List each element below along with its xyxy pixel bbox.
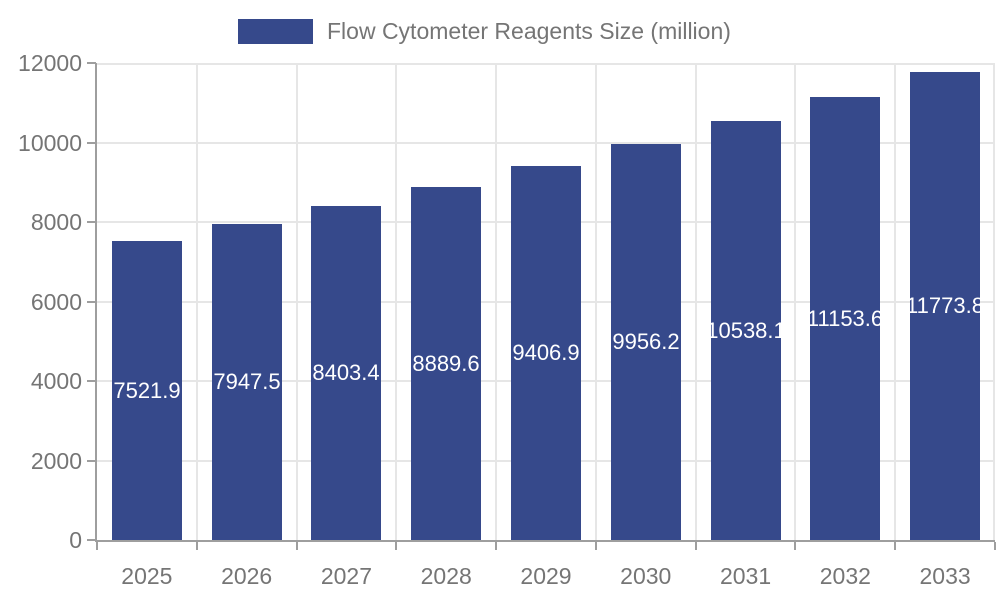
bar: 11153.6 xyxy=(810,97,880,540)
v-gridline xyxy=(296,63,298,540)
bar-value-label: 9406.9 xyxy=(512,340,580,365)
y-tick xyxy=(87,62,96,64)
v-gridline xyxy=(695,63,697,540)
legend-swatch xyxy=(238,19,313,44)
chart-legend: Flow Cytometer Reagents Size (million) xyxy=(238,18,731,45)
y-tick xyxy=(87,301,96,303)
bar-value-label: 11773.8 xyxy=(910,293,980,318)
bar: 9956.2 xyxy=(611,144,681,540)
x-tick xyxy=(794,542,796,550)
bar-value-label: 11153.6 xyxy=(810,305,880,331)
bar-value-label: 10538.1 xyxy=(711,317,781,343)
bar: 10538.1 xyxy=(711,121,781,540)
y-tick-label: 10000 xyxy=(18,130,82,156)
v-gridline xyxy=(196,63,198,540)
bar: 8889.6 xyxy=(411,187,481,540)
v-gridline xyxy=(395,63,397,540)
x-tick-label: 2030 xyxy=(620,563,672,589)
y-tick-label: 6000 xyxy=(30,289,82,315)
x-tick-label: 2032 xyxy=(819,563,871,589)
x-tick-label: 2031 xyxy=(719,563,772,589)
x-tick xyxy=(96,542,98,550)
x-tick xyxy=(495,542,497,550)
y-tick xyxy=(87,460,96,462)
plot-area: 7521.9 7947.5 8403.4 8889.6 9406.9 9956.2 1053… xyxy=(95,63,995,542)
h-gridline xyxy=(97,142,995,144)
x-tick-label: 2029 xyxy=(520,563,572,589)
y-tick xyxy=(87,380,96,382)
x-tick xyxy=(196,542,198,550)
legend-label: Flow Cytometer Reagents Size (million) xyxy=(327,18,731,44)
bar-value-label: 7521.9 xyxy=(113,377,181,403)
x-tick xyxy=(395,542,397,550)
bar-value-label: 8403.4 xyxy=(312,360,380,385)
x-tick xyxy=(695,542,697,550)
y-tick xyxy=(87,142,96,144)
bar: 9406.9 xyxy=(511,166,581,540)
v-gridline xyxy=(595,63,597,540)
bar-value-label: 8889.6 xyxy=(412,350,480,376)
x-tick xyxy=(296,542,298,550)
v-gridline xyxy=(894,63,896,540)
x-tick-label: 2027 xyxy=(320,563,373,589)
y-tick xyxy=(87,221,96,223)
y-tick-label: 0 xyxy=(69,527,82,553)
v-gridline xyxy=(794,63,796,540)
v-gridline xyxy=(495,63,497,540)
y-tick-label: 4000 xyxy=(30,368,82,394)
bar-value-label: 7947.5 xyxy=(213,369,281,394)
v-gridline xyxy=(993,63,995,540)
x-tick-label: 2028 xyxy=(420,563,472,589)
x-tick xyxy=(595,542,597,550)
x-tick-label: 2025 xyxy=(121,563,173,589)
y-tick-label: 8000 xyxy=(30,209,82,235)
x-tick-label: 2033 xyxy=(919,563,971,589)
y-tick-label: 12000 xyxy=(18,50,82,76)
y-tick-label: 2000 xyxy=(30,448,82,474)
y-tick xyxy=(87,539,96,541)
x-tick xyxy=(894,542,896,550)
x-tick-label: 2026 xyxy=(221,563,273,589)
bar-value-label: 9956.2 xyxy=(612,329,680,354)
bar: 7947.5 xyxy=(212,224,282,540)
bar: 7521.9 xyxy=(112,241,182,540)
bar: 11773.8 xyxy=(910,72,980,540)
h-gridline xyxy=(97,63,995,65)
x-tick xyxy=(994,542,996,550)
bar: 8403.4 xyxy=(311,206,381,540)
